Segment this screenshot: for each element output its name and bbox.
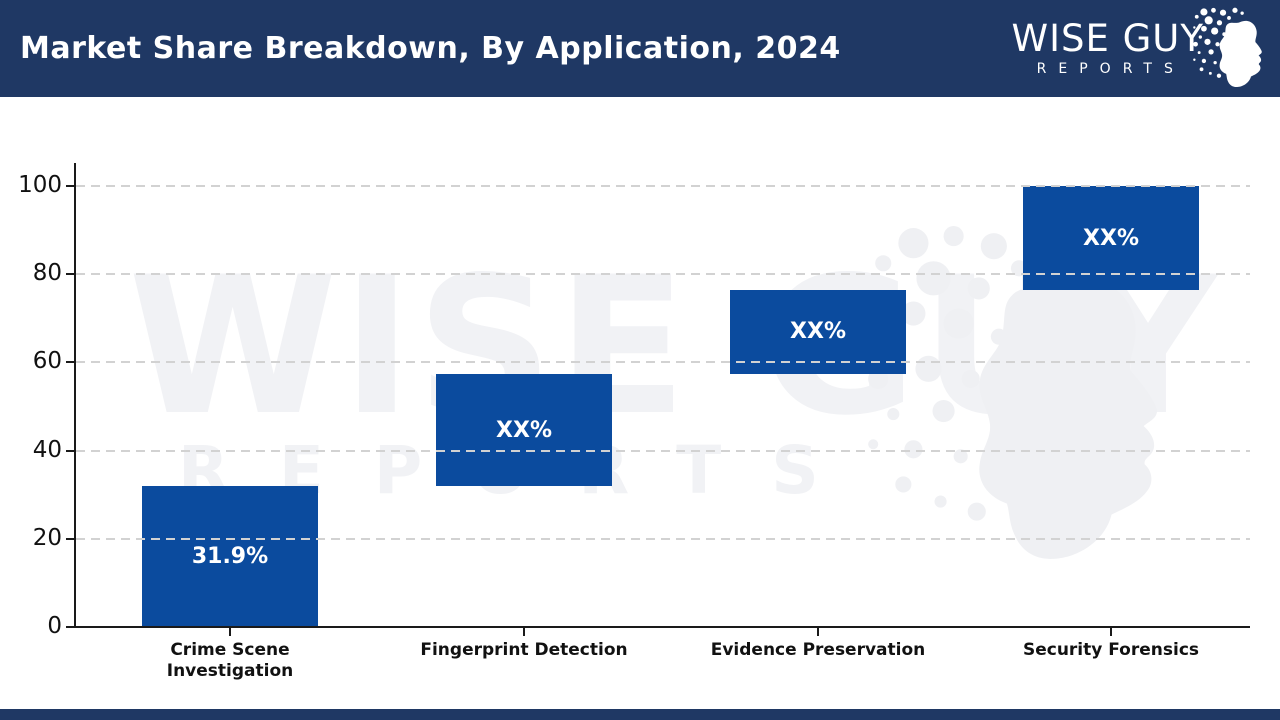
wise-guy-reports-logo: WISE GUY REPORTS (1012, 0, 1268, 97)
y-tick-label: 100 (18, 172, 62, 198)
y-tick-label: 40 (32, 436, 62, 463)
bar-value-label: XX% (790, 319, 846, 345)
x-tick-mark (523, 628, 525, 636)
logo-text: WISE GUY REPORTS (1012, 20, 1204, 77)
gridline-60 (76, 361, 1250, 364)
y-tick-mark (66, 626, 74, 628)
x-tick-mark (1110, 628, 1112, 636)
bar-segment: XX% (730, 290, 906, 374)
y-tick-label: 20 (32, 524, 62, 551)
gridline-20 (76, 537, 1250, 540)
logo-reports-label: REPORTS (1036, 61, 1185, 77)
bar-segment: XX% (1023, 186, 1199, 291)
gridline-100 (76, 185, 1250, 187)
footer-bar (0, 709, 1280, 720)
x-tick-mark (817, 628, 819, 636)
y-tick-label: 0 (47, 613, 62, 639)
header-banner: Market Share Breakdown, By Application, … (0, 0, 1280, 97)
gridline-80 (76, 273, 1250, 276)
x-axis-line (74, 626, 1250, 628)
bar-segment: 31.9% (142, 486, 318, 627)
y-tick-mark (66, 361, 74, 364)
x-category-label: Crime Scene Investigation (166, 640, 294, 682)
x-tick-mark (229, 628, 231, 636)
y-axis-line (74, 163, 76, 628)
bar-value-label: 31.9% (191, 544, 269, 570)
y-tick-mark (66, 273, 74, 276)
x-category-label: Security Forensics (1022, 640, 1200, 660)
y-tick-label: 60 (32, 348, 62, 375)
chart-title: Market Share Breakdown, By Application, … (20, 31, 841, 66)
bar-value-label: XX% (1083, 225, 1139, 251)
logo-wiseguy-label: WISE GUY (1011, 17, 1204, 60)
gridline-40 (76, 449, 1250, 452)
y-tick-mark (66, 449, 74, 452)
bar-segment: XX% (436, 373, 612, 487)
y-tick-mark (66, 185, 74, 187)
bar-value-label: XX% (496, 417, 552, 443)
x-category-label: Evidence Preservation (710, 640, 926, 660)
y-tick-mark (66, 537, 74, 540)
y-tick-label: 80 (32, 260, 62, 287)
x-category-label: Fingerprint Detection (420, 640, 628, 660)
